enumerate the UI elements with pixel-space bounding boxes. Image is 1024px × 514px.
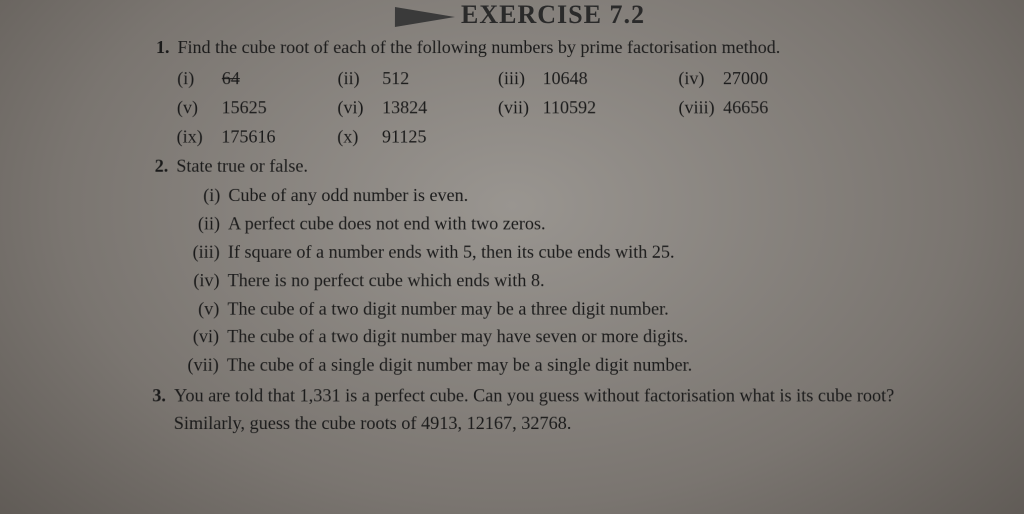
sub-item-vii: (vii)The cube of a single digit number m… xyxy=(174,352,904,380)
page-content: EXERCISE 7.2 1. Find the cube root of ea… xyxy=(135,0,905,437)
opt-v: (v) 15625 xyxy=(177,94,338,121)
question-text: Find the cube root of each of the follow… xyxy=(177,34,900,61)
exercise-title: EXERCISE 7.2 xyxy=(461,0,645,29)
exercise-header: EXERCISE 7.2 xyxy=(140,0,901,30)
question-body: Find the cube root of each of the follow… xyxy=(177,34,902,151)
question-text: State true or false. xyxy=(176,153,902,180)
opt-x: (x) 91125 xyxy=(337,123,498,150)
sub-item-ii: (ii)A perfect cube does not end with two… xyxy=(176,210,903,238)
opt-i: (i) 64 xyxy=(177,65,338,92)
sub-item-v: (v)The cube of a two digit number may be… xyxy=(175,295,904,323)
question-1: 1. Find the cube root of each of the fol… xyxy=(138,34,901,151)
sub-item-vi: (vi)The cube of a two digit number may h… xyxy=(174,323,903,351)
opt-viii: (viii) 46656 xyxy=(678,94,849,121)
question-body: State true or false. (i)Cube of any odd … xyxy=(174,153,904,381)
sub-list: (i)Cube of any odd number is even. (ii)A… xyxy=(174,182,904,380)
opt-vi: (vi) 13824 xyxy=(337,94,498,121)
opt-iii: (iii) 10648 xyxy=(498,65,678,92)
question-2: 2. State true or false. (i)Cube of any o… xyxy=(136,153,904,381)
opt-ii: (ii) 512 xyxy=(338,65,498,92)
sub-item-i: (i)Cube of any odd number is even. xyxy=(176,182,902,210)
options-grid: (i) 64 (ii) 512 (iii) 10648 (iv) 27000 (… xyxy=(177,65,902,150)
arrow-icon xyxy=(395,7,455,27)
question-number: 1. xyxy=(138,34,177,151)
question-text: You are told that 1,331 is a perfect cub… xyxy=(174,382,905,437)
sub-item-iv: (iv)There is no perfect cube which ends … xyxy=(175,267,903,295)
question-number: 2. xyxy=(136,153,177,381)
sub-item-iii: (iii)If square of a number ends with 5, … xyxy=(175,238,903,266)
question-number: 3. xyxy=(135,382,174,437)
opt-vii: (vii) 110592 xyxy=(498,94,679,121)
question-body: You are told that 1,331 is a perfect cub… xyxy=(174,382,905,437)
opt-iv: (iv) 27000 xyxy=(678,65,849,92)
question-3: 3. You are told that 1,331 is a perfect … xyxy=(135,382,905,437)
opt-ix: (ix) 175616 xyxy=(177,123,338,150)
